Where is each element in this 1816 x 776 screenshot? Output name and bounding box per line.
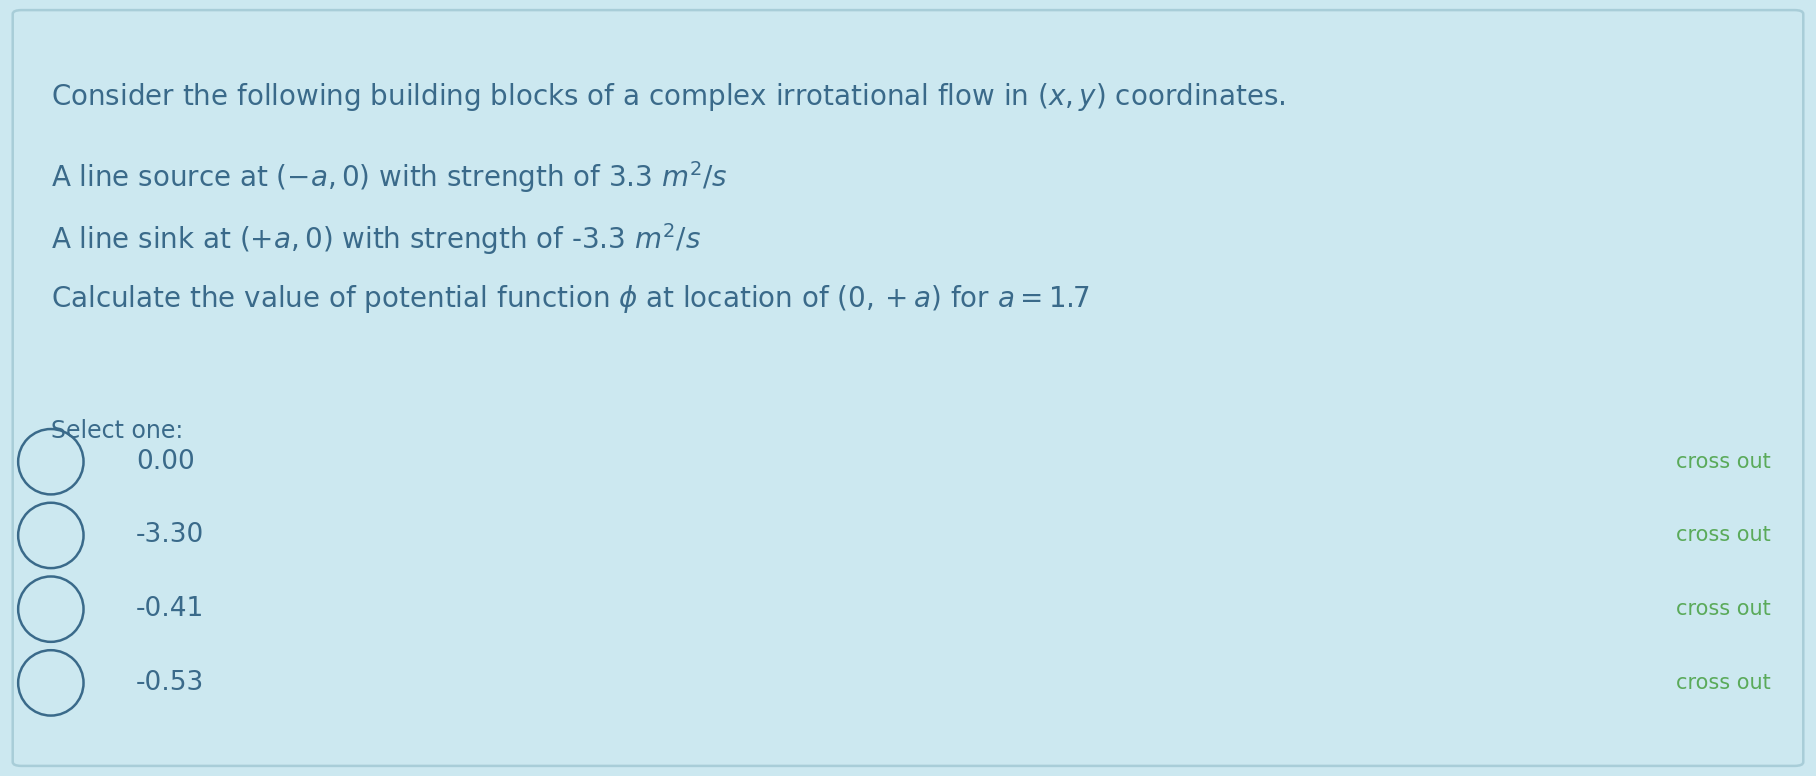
Text: cross out: cross out <box>1676 525 1771 546</box>
Text: A line source at $(-a, 0)$ with strength of 3.3 $m^2/s$: A line source at $(-a, 0)$ with strength… <box>51 159 728 195</box>
Text: Consider the following building blocks of a complex irrotational flow in $(x, y): Consider the following building blocks o… <box>51 81 1286 113</box>
Text: Calculate the value of potential function $\phi$ at location of $(0,+a)$ for $a : Calculate the value of potential functio… <box>51 283 1090 315</box>
Text: cross out: cross out <box>1676 452 1771 472</box>
Text: -0.53: -0.53 <box>136 670 205 696</box>
Text: A line sink at $(+a, 0)$ with strength of -3.3 $m^2/s$: A line sink at $(+a, 0)$ with strength o… <box>51 221 701 257</box>
FancyBboxPatch shape <box>13 10 1803 766</box>
Text: -0.41: -0.41 <box>136 596 205 622</box>
Text: cross out: cross out <box>1676 673 1771 693</box>
Text: cross out: cross out <box>1676 599 1771 619</box>
Text: -3.30: -3.30 <box>136 522 205 549</box>
Text: Select one:: Select one: <box>51 419 183 443</box>
Text: 0.00: 0.00 <box>136 449 194 475</box>
